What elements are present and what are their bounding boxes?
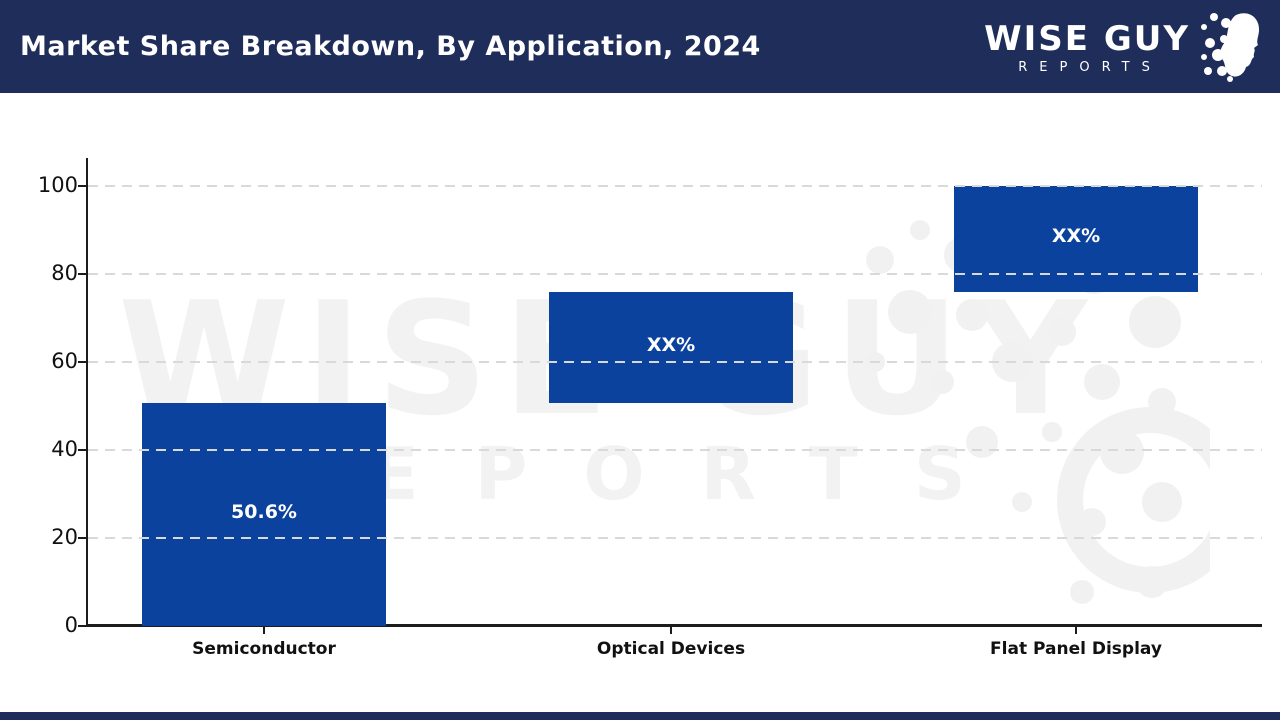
brand-logo-text: WISE GUY REPORTS bbox=[984, 22, 1190, 74]
y-tick-mark bbox=[78, 625, 86, 627]
brand-subtitle: REPORTS bbox=[1018, 60, 1162, 75]
y-tick-label: 40 bbox=[51, 437, 78, 461]
bar-segment bbox=[549, 292, 793, 404]
x-axis-spine bbox=[86, 624, 1262, 627]
gridline bbox=[88, 185, 1262, 187]
gridline bbox=[88, 537, 1262, 539]
y-tick-label: 80 bbox=[51, 261, 78, 285]
x-tick-mark bbox=[263, 627, 265, 634]
bar-value-label: XX% bbox=[1051, 225, 1101, 248]
x-category-label: Semiconductor bbox=[192, 639, 336, 659]
brand-head-icon bbox=[1201, 13, 1260, 82]
y-axis-spine bbox=[86, 158, 88, 627]
bar-value-label: XX% bbox=[646, 333, 696, 356]
brand-wordmark: WISE GUY bbox=[984, 19, 1190, 59]
x-tick-mark bbox=[1075, 627, 1077, 634]
y-tick-mark bbox=[78, 449, 86, 451]
gridline bbox=[88, 361, 1262, 363]
gridline bbox=[88, 449, 1262, 451]
x-tick-mark bbox=[670, 627, 672, 634]
bar-segment bbox=[142, 403, 386, 626]
chart-title: Market Share Breakdown, By Application, … bbox=[20, 31, 761, 62]
brand-logo: WISE GUY REPORTS bbox=[984, 8, 1264, 88]
x-category-label: Flat Panel Display bbox=[990, 639, 1162, 659]
bar-value-label: 50.6% bbox=[231, 500, 297, 523]
y-tick-mark bbox=[78, 273, 86, 275]
x-category-label: Optical Devices bbox=[596, 639, 746, 659]
y-tick-mark bbox=[78, 185, 86, 187]
y-tick-label: 100 bbox=[37, 173, 78, 197]
y-tick-label: 60 bbox=[51, 349, 78, 373]
y-tick-mark bbox=[78, 361, 86, 363]
y-tick-label: 0 bbox=[64, 613, 78, 637]
y-tick-label: 20 bbox=[51, 525, 78, 549]
footer-bar bbox=[0, 712, 1280, 720]
header-bar: Market Share Breakdown, By Application, … bbox=[0, 0, 1280, 93]
y-tick-mark bbox=[78, 537, 86, 539]
gridline bbox=[88, 273, 1262, 275]
